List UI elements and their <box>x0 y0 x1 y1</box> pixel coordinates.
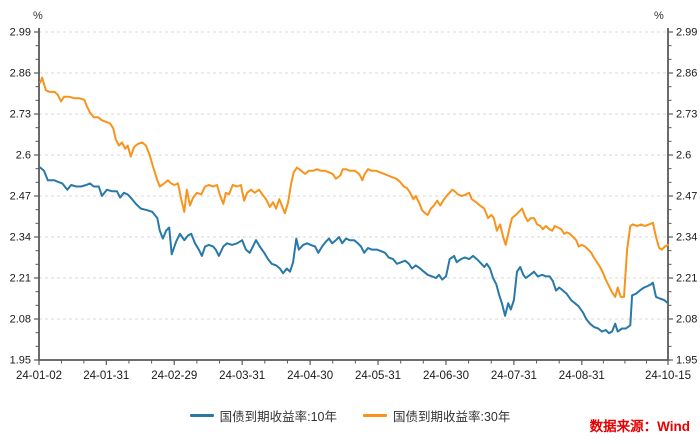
y-tick-label-left: 2.6 <box>16 150 31 162</box>
y-tick-label-left: 2.34 <box>10 232 31 244</box>
x-tick-label: 24-01-31 <box>83 370 129 382</box>
y-tick-label-right: 2.08 <box>676 314 697 326</box>
y-tick-label-left: 1.95 <box>10 355 31 367</box>
y-axis-unit-right: % <box>654 10 664 22</box>
x-tick-label: 24-10-15 <box>645 370 691 382</box>
series-line-10y <box>39 166 669 335</box>
x-tick-label: 24-04-30 <box>287 370 333 382</box>
y-tick-label-right: 2.86 <box>676 68 697 80</box>
y-tick-label-right: 2.73 <box>676 109 697 121</box>
x-tick-label: 24-07-31 <box>491 370 537 382</box>
series-line-30y <box>39 76 669 298</box>
legend-item-30y: 国债到期收益率:30年 <box>363 406 510 425</box>
y-tick-label-right: 2.99 <box>676 27 697 39</box>
x-tick-label: 24-02-29 <box>151 370 197 382</box>
x-tick-label: 24-06-30 <box>423 370 469 382</box>
y-tick-label-left: 2.47 <box>10 191 31 203</box>
legend-line-swatch-30y <box>363 414 387 417</box>
x-tick-label: 24-03-31 <box>219 370 265 382</box>
legend-label-30y: 国债到期收益率:30年 <box>393 410 511 424</box>
y-tick-label-left: 2.73 <box>10 109 31 121</box>
legend-item-10y: 国债到期收益率:10年 <box>189 406 337 425</box>
y-tick-label-left: 2.08 <box>10 314 31 326</box>
y-tick-label-right: 2.21 <box>676 273 697 285</box>
y-tick-label-right: 1.95 <box>676 355 697 367</box>
y-tick-label-right: 2.34 <box>676 232 697 244</box>
legend-label-10y: 国债到期收益率:10年 <box>219 410 337 424</box>
y-tick-label-left: 2.99 <box>10 27 31 39</box>
x-tick-label: 24-08-31 <box>559 370 605 382</box>
chart-legend: 国债到期收益率:10年 国债到期收益率:30年 <box>0 406 700 425</box>
y-axis-unit-left: % <box>33 10 43 22</box>
x-tick-label: 24-05-31 <box>355 370 401 382</box>
y-tick-label-right: 2.6 <box>676 150 691 162</box>
x-tick-label: 24-01-02 <box>16 370 62 382</box>
y-tick-label-left: 2.21 <box>10 273 31 285</box>
legend-line-swatch-10y <box>189 414 214 417</box>
y-tick-label-left: 2.86 <box>10 68 31 80</box>
y-tick-label-right: 2.47 <box>676 191 697 203</box>
data-source-label: 数据来源：Wind <box>589 419 690 434</box>
